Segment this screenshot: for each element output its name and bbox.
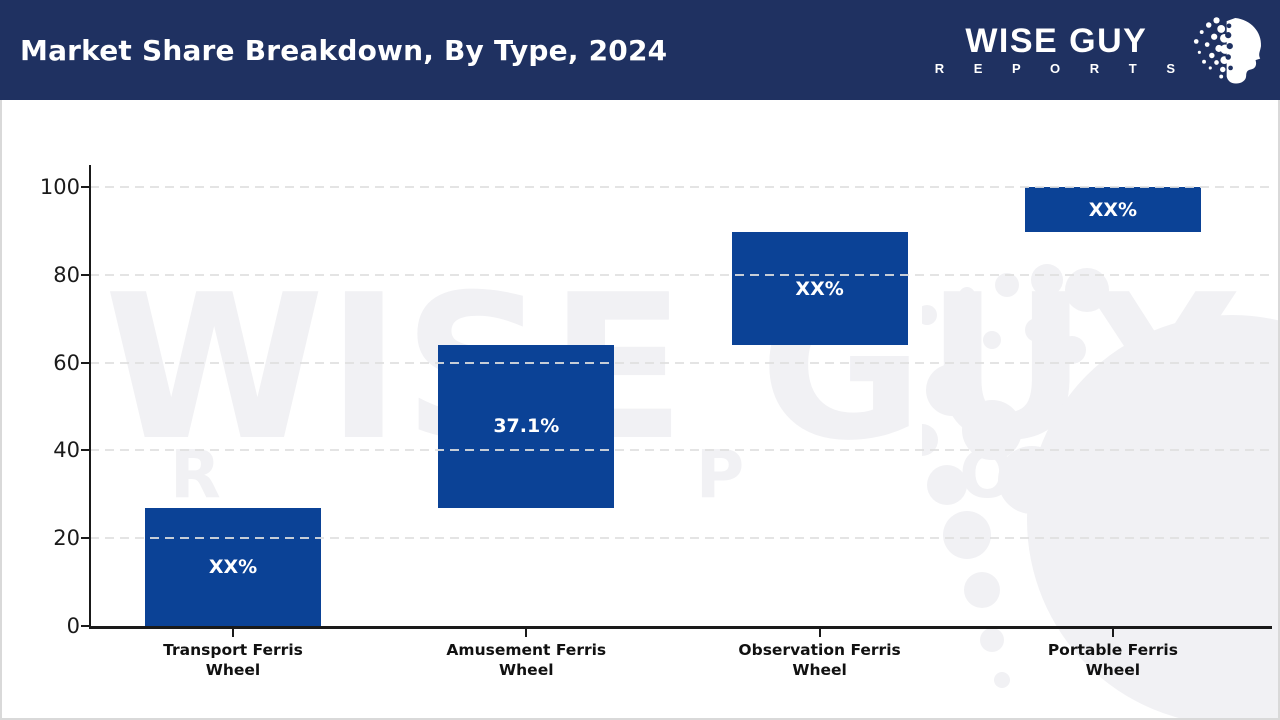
x-category-label-transport-ferris-wheel: Transport Ferris Wheel [163, 641, 303, 679]
bar-portable-ferris-wheel: XX% [1024, 187, 1201, 233]
bar-transport-ferris-wheel: XX% [145, 507, 321, 626]
gridline-60 [90, 361, 1272, 364]
logo-wordmark: WISE GUY R E P O R T S [925, 23, 1188, 77]
y-tick-label-60: 60 [53, 350, 80, 375]
y-tick-label-100: 100 [39, 175, 80, 199]
x-category-label-observation-ferris-wheel: Observation Ferris Wheel [738, 641, 901, 679]
y-axis-tick-20 [81, 537, 90, 540]
gridline-100 [90, 186, 1272, 188]
bar-value-label-observation-ferris-wheel: XX% [795, 277, 844, 300]
y-axis-line [89, 165, 91, 629]
y-tick-label-20: 20 [53, 526, 80, 551]
x-category-label-amusement-ferris-wheel: Amusement Ferris Wheel [446, 641, 607, 679]
chart-title: Market Share Breakdown, By Type, 2024 [20, 33, 668, 67]
x-axis-tick-observation-ferris-wheel [818, 629, 821, 637]
gridline-40 [90, 449, 1272, 452]
y-tick-label-80: 80 [53, 262, 80, 287]
x-category-label-portable-ferris-wheel: Portable Ferris Wheel [1047, 641, 1178, 679]
y-axis-tick-100 [81, 186, 90, 188]
chart-area: WISE GUY R E P O R T S 020406080100XX%Tr… [0, 100, 1280, 720]
x-axis-line [89, 626, 1272, 629]
bar-value-label-portable-ferris-wheel: XX% [1088, 198, 1138, 221]
y-tick-label-40: 40 [53, 438, 80, 463]
y-tick-label-0: 0 [66, 614, 80, 638]
y-axis-tick-40 [81, 449, 90, 452]
logo-head-icon [1193, 17, 1262, 84]
bar-value-label-transport-ferris-wheel: XX% [208, 555, 258, 578]
logo-wordmark-text: WISE GUY [965, 22, 1148, 60]
header-bar: Market Share Breakdown, By Type, 2024 WI… [0, 0, 1280, 100]
y-axis-tick-80 [81, 273, 90, 276]
bar-observation-ferris-wheel: XX% [731, 232, 908, 346]
bar-amusement-ferris-wheel: 37.1% [438, 345, 615, 508]
watermark-head-icon [922, 264, 1278, 718]
wiseguy-logo: WISE GUY R E P O R T S [925, 6, 1268, 94]
x-axis-tick-transport-ferris-wheel [232, 629, 234, 637]
logo-reports-text: R E P O R T S [934, 61, 1188, 76]
x-axis-tick-amusement-ferris-wheel [525, 629, 528, 637]
gridline-80 [90, 273, 1272, 276]
y-axis-tick-0 [81, 625, 90, 627]
y-axis-tick-60 [81, 361, 90, 364]
bar-value-label-amusement-ferris-wheel: 37.1% [493, 415, 560, 438]
gridline-20 [90, 537, 1272, 540]
x-axis-tick-portable-ferris-wheel [1111, 629, 1114, 637]
